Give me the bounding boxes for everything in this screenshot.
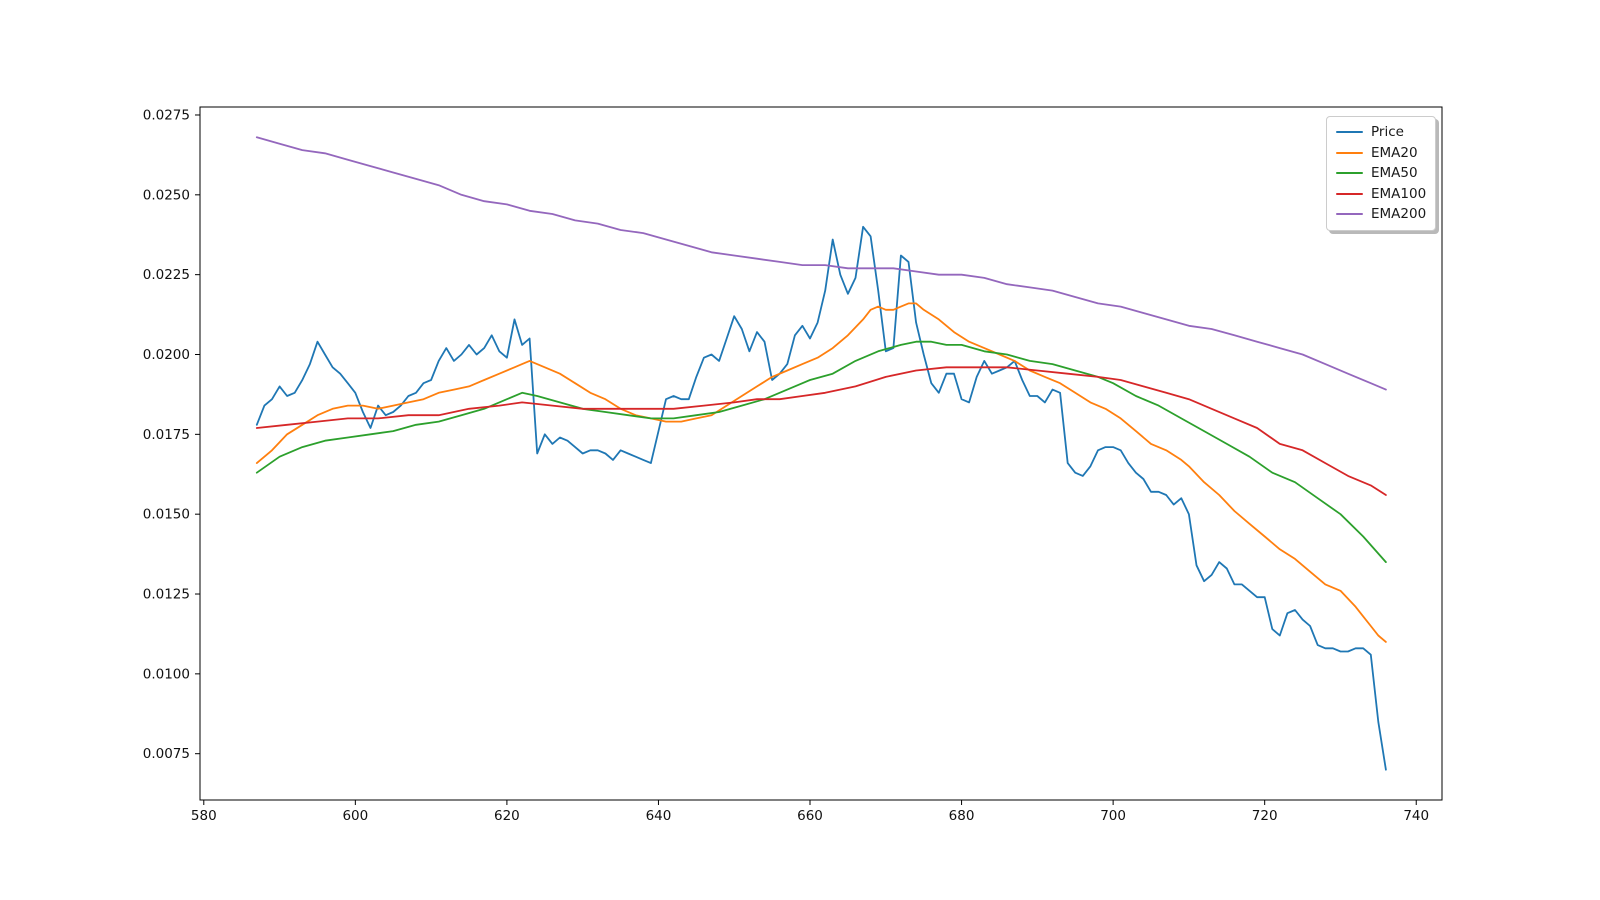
series-line-ema50 bbox=[255, 340, 1387, 563]
legend-label: EMA100 bbox=[1371, 185, 1427, 202]
series-line-ema100 bbox=[255, 366, 1387, 496]
x-tick-label: 620 bbox=[494, 808, 520, 824]
legend-label: EMA200 bbox=[1371, 206, 1427, 223]
y-tick-label: 0.0275 bbox=[143, 107, 190, 123]
legend-entry-ema50: EMA50 bbox=[1336, 163, 1426, 184]
x-tick-label: 740 bbox=[1403, 808, 1429, 824]
legend-line-swatch-icon bbox=[1336, 131, 1363, 134]
series-line-ema20 bbox=[255, 302, 1387, 643]
legend-line-swatch-icon bbox=[1336, 172, 1363, 175]
legend-line-swatch-icon bbox=[1336, 213, 1363, 216]
y-tick-label: 0.0100 bbox=[143, 666, 190, 682]
x-tick-label: 720 bbox=[1252, 808, 1278, 824]
series-line-ema200 bbox=[255, 136, 1387, 391]
legend-line-swatch-icon bbox=[1336, 151, 1363, 154]
y-tick-label: 0.0250 bbox=[143, 187, 190, 203]
x-tick-label: 600 bbox=[342, 808, 368, 824]
legend-entry-ema100: EMA100 bbox=[1336, 184, 1426, 205]
x-tick-label: 700 bbox=[1100, 808, 1126, 824]
legend-label: EMA50 bbox=[1371, 165, 1418, 182]
legend-entry-ema20: EMA20 bbox=[1336, 143, 1426, 164]
y-tick-label: 0.0075 bbox=[143, 746, 190, 762]
y-tick-label: 0.0125 bbox=[143, 587, 190, 603]
legend-line-swatch-icon bbox=[1336, 192, 1363, 195]
y-tick-label: 0.0200 bbox=[143, 347, 190, 363]
legend-label: Price bbox=[1371, 124, 1404, 141]
plot-border bbox=[199, 106, 1443, 801]
x-tick-label: 580 bbox=[191, 808, 217, 824]
x-tick-label: 680 bbox=[949, 808, 975, 824]
legend: Price EMA20 EMA50 EMA100 EMA200 bbox=[1326, 116, 1437, 231]
legend-label: EMA20 bbox=[1371, 144, 1418, 161]
y-tick-label: 0.0175 bbox=[143, 427, 190, 443]
series-line-price bbox=[255, 225, 1387, 771]
x-tick-label: 660 bbox=[797, 808, 823, 824]
y-tick-label: 0.0225 bbox=[143, 267, 190, 283]
legend-entry-ema200: EMA200 bbox=[1336, 204, 1426, 225]
x-tick-label: 640 bbox=[646, 808, 672, 824]
legend-entry-price: Price bbox=[1336, 122, 1426, 143]
y-tick-label: 0.0150 bbox=[143, 507, 190, 523]
